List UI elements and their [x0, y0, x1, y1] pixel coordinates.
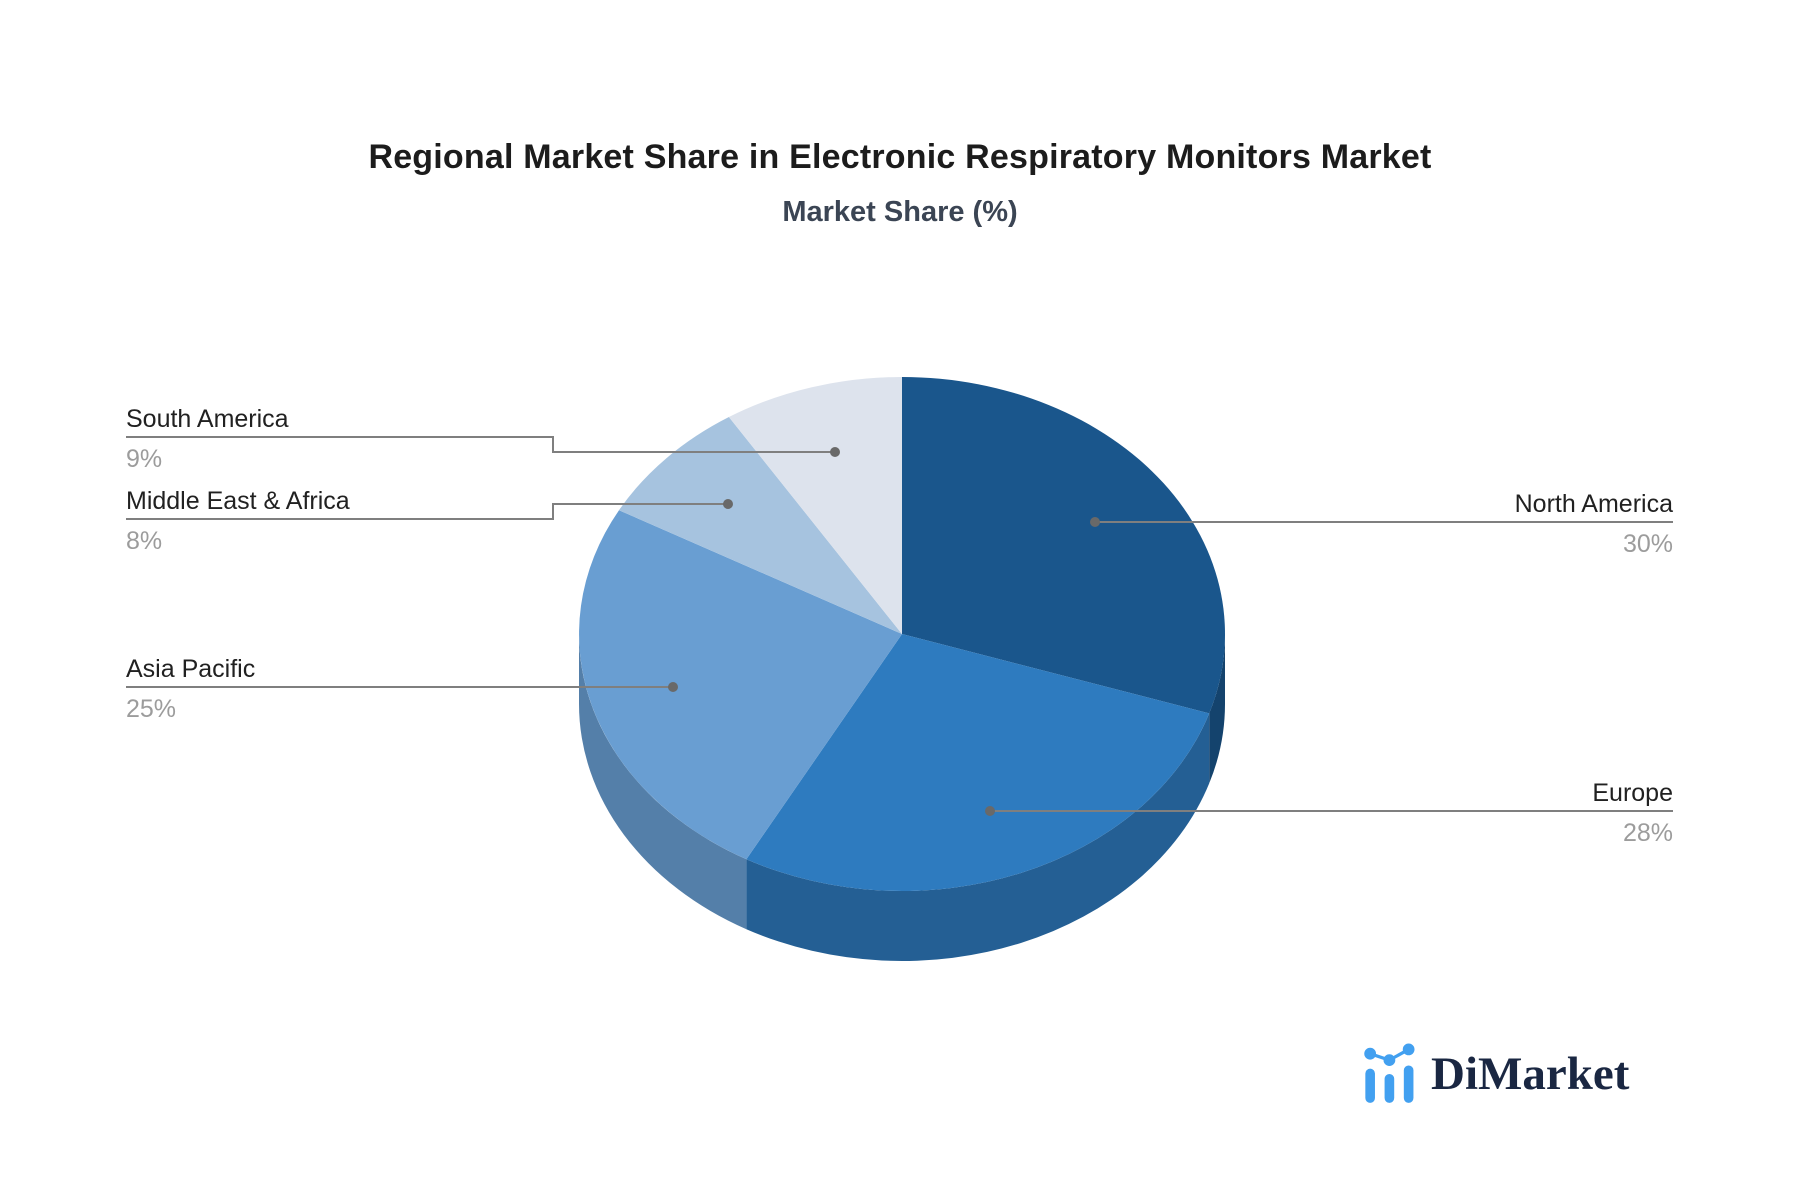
leader-dot-asia-pacific	[668, 682, 678, 692]
label-south-america: South America	[126, 405, 289, 433]
pie-side-europe	[746, 713, 1210, 961]
pie-slice-europe	[746, 634, 1210, 891]
leader-line-middle-east-africa	[126, 503, 728, 520]
chart-subtitle: Market Share (%)	[782, 196, 1018, 228]
leader-dot-middle-east-africa	[723, 499, 733, 509]
bar-line-chart-icon	[1364, 1043, 1415, 1103]
brand-name: DiMarket	[1431, 1048, 1630, 1100]
label-north-america: North America	[1514, 490, 1673, 518]
value-south-america: 9%	[126, 445, 163, 473]
chart-title: Regional Market Share in Electronic Resp…	[368, 138, 1432, 176]
leader-dot-europe	[985, 806, 995, 816]
value-middle-east-africa: 8%	[126, 527, 163, 555]
pie-slice-middle-east-africa	[619, 417, 902, 634]
pie-side-asia-pacific	[579, 634, 747, 930]
label-middle-east-africa: Middle East & Africa	[126, 487, 350, 515]
brand-logo: DiMarket	[1363, 1042, 1629, 1106]
value-asia-pacific: 25%	[126, 695, 177, 723]
pie-slice-south-america	[728, 377, 902, 634]
value-north-america: 30%	[1622, 530, 1673, 558]
value-europe: 28%	[1622, 819, 1673, 847]
label-asia-pacific: Asia Pacific	[126, 655, 256, 683]
pie-side-north-america	[1209, 634, 1225, 784]
pie-slice-north-america	[902, 377, 1226, 714]
leader-dot-south-america	[830, 447, 840, 457]
pie-slice-asia-pacific	[579, 510, 902, 860]
leader-line-south-america	[126, 436, 835, 453]
leader-dot-north-america	[1090, 517, 1100, 527]
label-europe: Europe	[1592, 779, 1673, 807]
